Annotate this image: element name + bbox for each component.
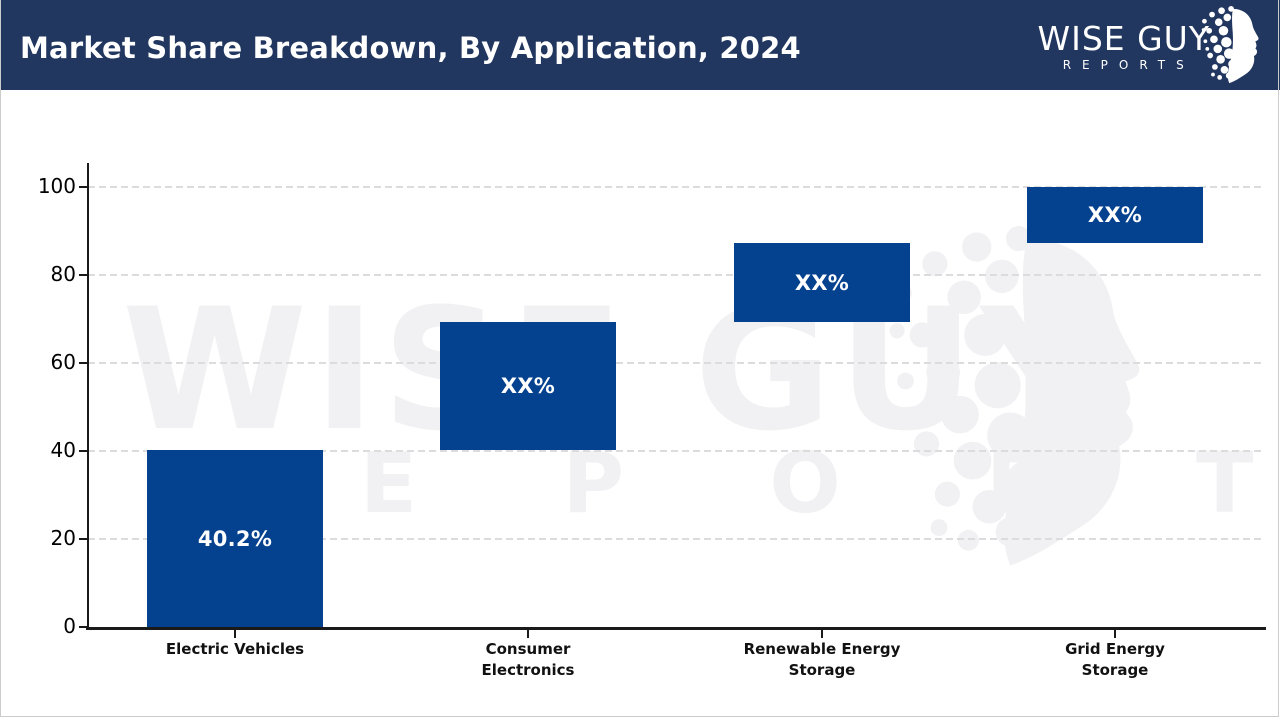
header-bar bbox=[0, 0, 1280, 90]
bar-value-label: XX% bbox=[794, 270, 850, 295]
brand-logo: WISE GUY REPORTS bbox=[1037, 4, 1270, 88]
y-axis-tick-label: 20 bbox=[50, 526, 76, 550]
x-axis-tick bbox=[821, 630, 823, 638]
bar: XX% bbox=[440, 322, 616, 450]
brand-logo-text: WISE GUY REPORTS bbox=[1037, 22, 1210, 71]
y-axis-line bbox=[87, 163, 89, 629]
bar-value-label: XX% bbox=[500, 374, 556, 398]
watermark-face-dots-graphic bbox=[889, 226, 1140, 566]
x-axis-tick bbox=[527, 630, 529, 638]
y-axis-tick-label: 60 bbox=[50, 350, 76, 374]
gridline bbox=[88, 186, 1262, 188]
y-axis-tick bbox=[79, 362, 87, 364]
gridline bbox=[88, 538, 1262, 540]
y-axis-tick-label: 0 bbox=[63, 614, 76, 638]
x-axis-category-label: Renewable Energy Storage bbox=[743, 640, 901, 679]
brand-name: WISE GUY bbox=[1037, 18, 1210, 58]
y-axis-tick-label: 40 bbox=[50, 438, 76, 462]
gridline bbox=[88, 362, 1262, 364]
bar-value-label: XX% bbox=[1087, 203, 1143, 227]
bar-value-label: 40.2% bbox=[197, 526, 273, 551]
y-axis-tick-label: 100 bbox=[37, 174, 76, 198]
y-axis-tick bbox=[79, 274, 87, 276]
y-axis-tick-label: 80 bbox=[50, 262, 76, 286]
x-axis-tick bbox=[234, 630, 236, 638]
x-axis-category-label: Consumer Electronics bbox=[481, 640, 575, 679]
y-axis-tick bbox=[79, 186, 87, 188]
gridline bbox=[88, 450, 1262, 452]
y-axis-tick bbox=[79, 626, 87, 628]
page-title: Market Share Breakdown, By Application, … bbox=[20, 31, 801, 65]
y-axis-tick bbox=[79, 538, 87, 540]
x-axis-tick bbox=[1114, 630, 1116, 638]
y-axis-tick bbox=[79, 450, 87, 452]
bar: XX% bbox=[734, 243, 910, 322]
gridline bbox=[88, 274, 1262, 276]
bar: 40.2% bbox=[147, 450, 323, 627]
x-axis-line bbox=[86, 627, 1266, 630]
bar: XX% bbox=[1027, 187, 1203, 243]
brand-subtitle: REPORTS bbox=[1062, 57, 1195, 72]
x-axis-category-label: Grid Energy Storage bbox=[1065, 640, 1165, 679]
brand-face-dots-icon bbox=[1201, 6, 1259, 84]
x-axis-category-label: Electric Vehicles bbox=[165, 640, 305, 658]
